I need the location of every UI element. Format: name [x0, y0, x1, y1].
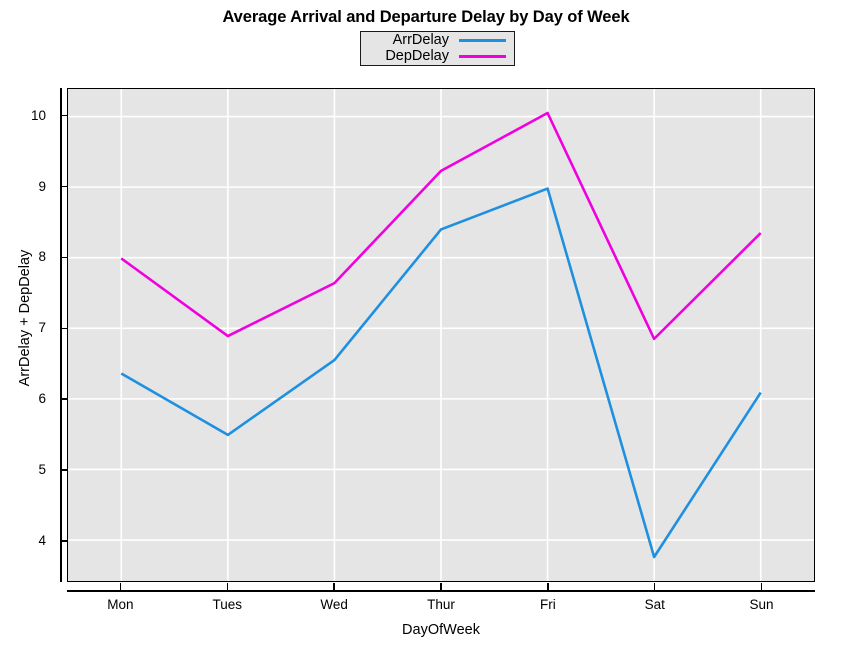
legend-item-arrdelay: ArrDelay — [361, 32, 514, 48]
y-tick-mark — [60, 256, 67, 259]
x-tick-label: Tues — [212, 597, 243, 612]
x-tick-mark — [226, 583, 228, 591]
legend-line-arrdelay — [459, 39, 506, 43]
y-tick-mark — [60, 469, 67, 471]
x-tick-mark — [547, 583, 549, 591]
y-axis-title: ArrDelay + DepDelay — [17, 249, 33, 387]
y-tick-label: 9 — [38, 178, 46, 194]
y-axis-line — [60, 88, 62, 582]
x-tick-label: Wed — [320, 597, 348, 612]
y-tick-mark — [60, 540, 67, 542]
y-tick-mark — [60, 327, 67, 329]
x-tick-mark — [654, 583, 656, 591]
y-tick-label: 8 — [38, 249, 46, 265]
legend-label-arrdelay: ArrDelay — [392, 32, 449, 48]
series-lines — [120, 111, 762, 559]
x-tick-mark — [119, 583, 122, 591]
y-tick-label: 7 — [38, 320, 46, 336]
legend-line-depdelay — [459, 55, 506, 59]
y-tick-mark — [60, 114, 67, 117]
x-tick-label: Thur — [427, 597, 455, 612]
plot-area — [67, 88, 815, 582]
x-tick-label: Mon — [107, 597, 134, 612]
y-axis: 4 5 6 7 8 9 10 — [8, 0, 67, 653]
y-tick-label: 10 — [30, 107, 46, 123]
legend-item-depdelay: DepDelay — [361, 48, 514, 64]
legend-label-depdelay: DepDelay — [385, 48, 449, 64]
chart-legend: ArrDelay DepDelay — [360, 31, 515, 66]
x-axis-title: DayOfWeek — [402, 622, 480, 638]
page-title: Average Arrival and Departure Delay by D… — [222, 8, 630, 26]
x-tick-label: Sun — [749, 597, 774, 612]
x-tick-mark — [760, 583, 763, 591]
y-tick-label: 4 — [38, 532, 46, 548]
y-tick-label: 6 — [38, 391, 46, 407]
x-tick-mark — [333, 583, 335, 591]
y-tick-mark — [60, 185, 67, 188]
x-tick-mark — [440, 583, 442, 591]
y-tick-mark — [60, 398, 67, 400]
x-tick-label: Sat — [644, 597, 665, 612]
y-tick-label: 5 — [38, 462, 46, 478]
x-tick-label: Fri — [539, 597, 556, 612]
